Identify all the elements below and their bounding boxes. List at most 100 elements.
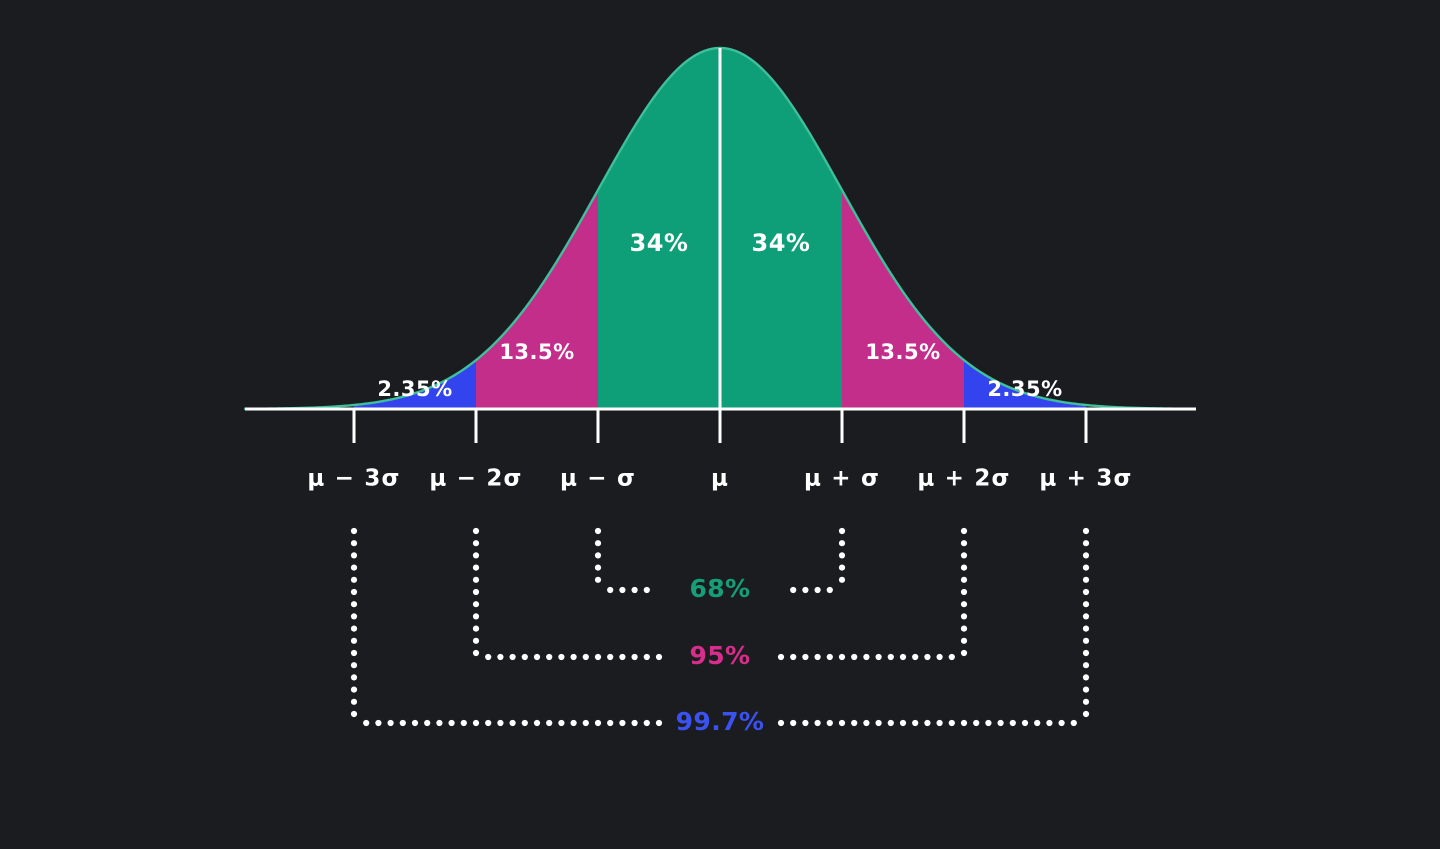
bracket-1-dot (960, 637, 968, 644)
bracket-2-dot (607, 719, 614, 727)
band-3 (720, 48, 842, 409)
bracket-2-dot (350, 601, 358, 608)
bracket-1-dot (546, 653, 553, 661)
bracket-1-dot (851, 653, 858, 661)
bracket-2-dot (460, 719, 467, 727)
bracket-2-dot (960, 719, 968, 727)
bracket-0-dot (594, 576, 602, 583)
bracket-2-dot (1082, 613, 1090, 620)
bracket-2-dot (851, 719, 858, 727)
bracket-label-95: 95% (689, 641, 750, 670)
bracket-1-dot (948, 653, 955, 661)
bracket-0-dot (631, 586, 638, 594)
bracket-0-dot (594, 527, 602, 535)
tick-label-5: μ + 2σ (917, 466, 1010, 492)
bracket-1-dot (960, 552, 968, 559)
band-label-0: 2.35% (377, 377, 452, 401)
bracket-2-dot (350, 662, 358, 669)
bracket-2-dot (1082, 662, 1090, 669)
bracket-1-dot (936, 653, 943, 661)
bracket-2-dot (411, 719, 419, 727)
bracket-1-dot (533, 653, 541, 661)
bracket-2-dot (643, 719, 650, 727)
bracket-0-dot (619, 586, 626, 594)
bracket-0-dot (802, 586, 809, 594)
bracket-0-dot (838, 564, 846, 571)
bracket-2-dot (1082, 637, 1090, 644)
bracket-2-dot (497, 719, 504, 727)
bracket-1-dot (887, 653, 894, 661)
bracket-0-dot (643, 586, 650, 594)
bracket-2-dot (1034, 719, 1041, 727)
bracket-1-dot (960, 649, 968, 657)
bracket-1-dot (558, 653, 565, 661)
bracket-2-dot (1082, 625, 1090, 632)
bracket-label-68: 68% (689, 574, 750, 603)
bracket-2-dot (619, 719, 626, 727)
bracket-2-dot (350, 552, 358, 559)
bracket-2-dot (777, 719, 785, 727)
tick-label-2: μ − σ (560, 466, 636, 492)
bracket-2-dot (1046, 719, 1053, 727)
bracket-2-dot (558, 719, 565, 727)
bracket-1-dot (472, 613, 480, 620)
bracket-2-dot (1058, 719, 1065, 727)
tick-label-3: μ (711, 466, 729, 492)
band-label-1: 13.5% (499, 340, 574, 364)
band-label-5: 2.35% (987, 377, 1062, 401)
band-label-2: 34% (630, 229, 689, 257)
bracket-1-dot (509, 653, 516, 661)
bracket-1-dot (802, 653, 809, 661)
bracket-2-dot (387, 719, 394, 727)
bracket-2-dot (655, 719, 663, 727)
bracket-2-dot (533, 719, 541, 727)
tick-label-0: μ − 3σ (307, 466, 400, 492)
bracket-2-dot (546, 719, 553, 727)
bracket-1-dot (960, 576, 968, 583)
bracket-1-dot (607, 653, 614, 661)
bracket-2-dot (1082, 686, 1090, 693)
bracket-2-dot (1082, 576, 1090, 583)
bracket-2-dot (350, 588, 358, 596)
tick-label-4: μ + σ (804, 466, 880, 492)
bracket-0-dot (594, 564, 602, 571)
bracket-0-dot (826, 586, 833, 594)
interval-bracket-labels: 68% 95% 99.7% (676, 574, 765, 736)
bracket-1-dot (912, 653, 919, 661)
bracket-2-dot (350, 625, 358, 632)
bracket-2-dot (509, 719, 516, 727)
bracket-0-dot (838, 540, 846, 547)
bracket-2-dot (1082, 698, 1090, 705)
bracket-2-dot (997, 719, 1004, 727)
bracket-1-dot (960, 601, 968, 608)
band-label-3: 34% (752, 229, 811, 257)
bracket-2-dot (350, 698, 358, 705)
bracket-2-dot (570, 719, 577, 727)
bracket-1-dot (960, 540, 968, 547)
bracket-2-dot (350, 674, 358, 681)
x-axis-tick-labels: μ − 3σ μ − 2σ μ − σ μ μ + σ μ + 2σ μ + 3σ (307, 466, 1132, 492)
band-2 (598, 48, 720, 409)
tick-label-6: μ + 3σ (1039, 466, 1132, 492)
bracket-1-dot (960, 564, 968, 571)
bracket-2-dot (912, 719, 919, 727)
bracket-0-dot (594, 540, 602, 547)
bracket-1-dot (472, 588, 480, 596)
bracket-2-dot (582, 719, 589, 727)
bracket-2-dot (1082, 588, 1090, 596)
bracket-label-99.7: 99.7% (676, 707, 765, 736)
bracket-2-dot (948, 719, 955, 727)
bracket-2-dot (350, 686, 358, 693)
bracket-0-dot (838, 527, 846, 535)
bracket-1-dot (643, 653, 650, 661)
bracket-2-dot (350, 540, 358, 547)
bracket-2-dot (863, 719, 870, 727)
bracket-1-dot (485, 653, 492, 661)
bracket-1-dot (582, 653, 589, 661)
bracket-1-dot (570, 653, 577, 661)
bracket-2-dot (1070, 719, 1077, 727)
bracket-2-dot (472, 719, 480, 727)
bracket-1-dot (899, 653, 907, 661)
bracket-2-dot (1082, 540, 1090, 547)
bracket-2-dot (399, 719, 406, 727)
